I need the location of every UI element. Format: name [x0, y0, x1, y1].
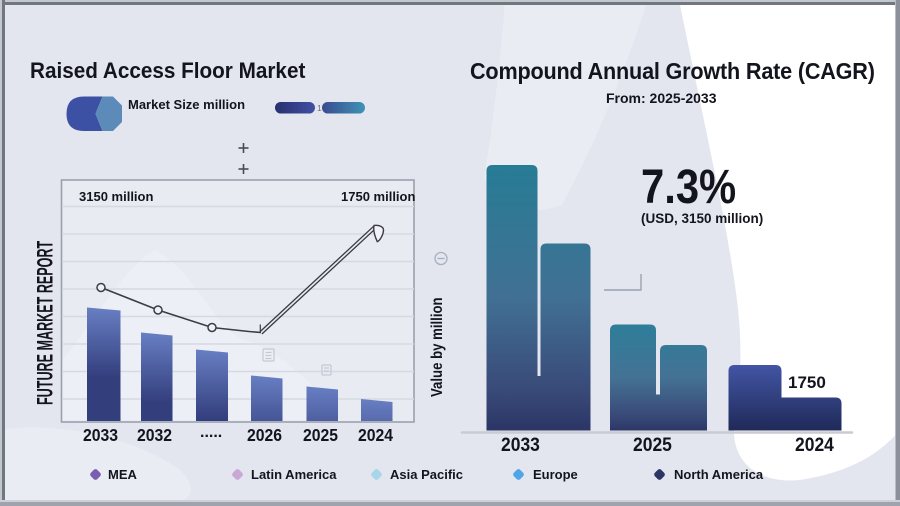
svg-text:1: 1	[317, 103, 322, 113]
